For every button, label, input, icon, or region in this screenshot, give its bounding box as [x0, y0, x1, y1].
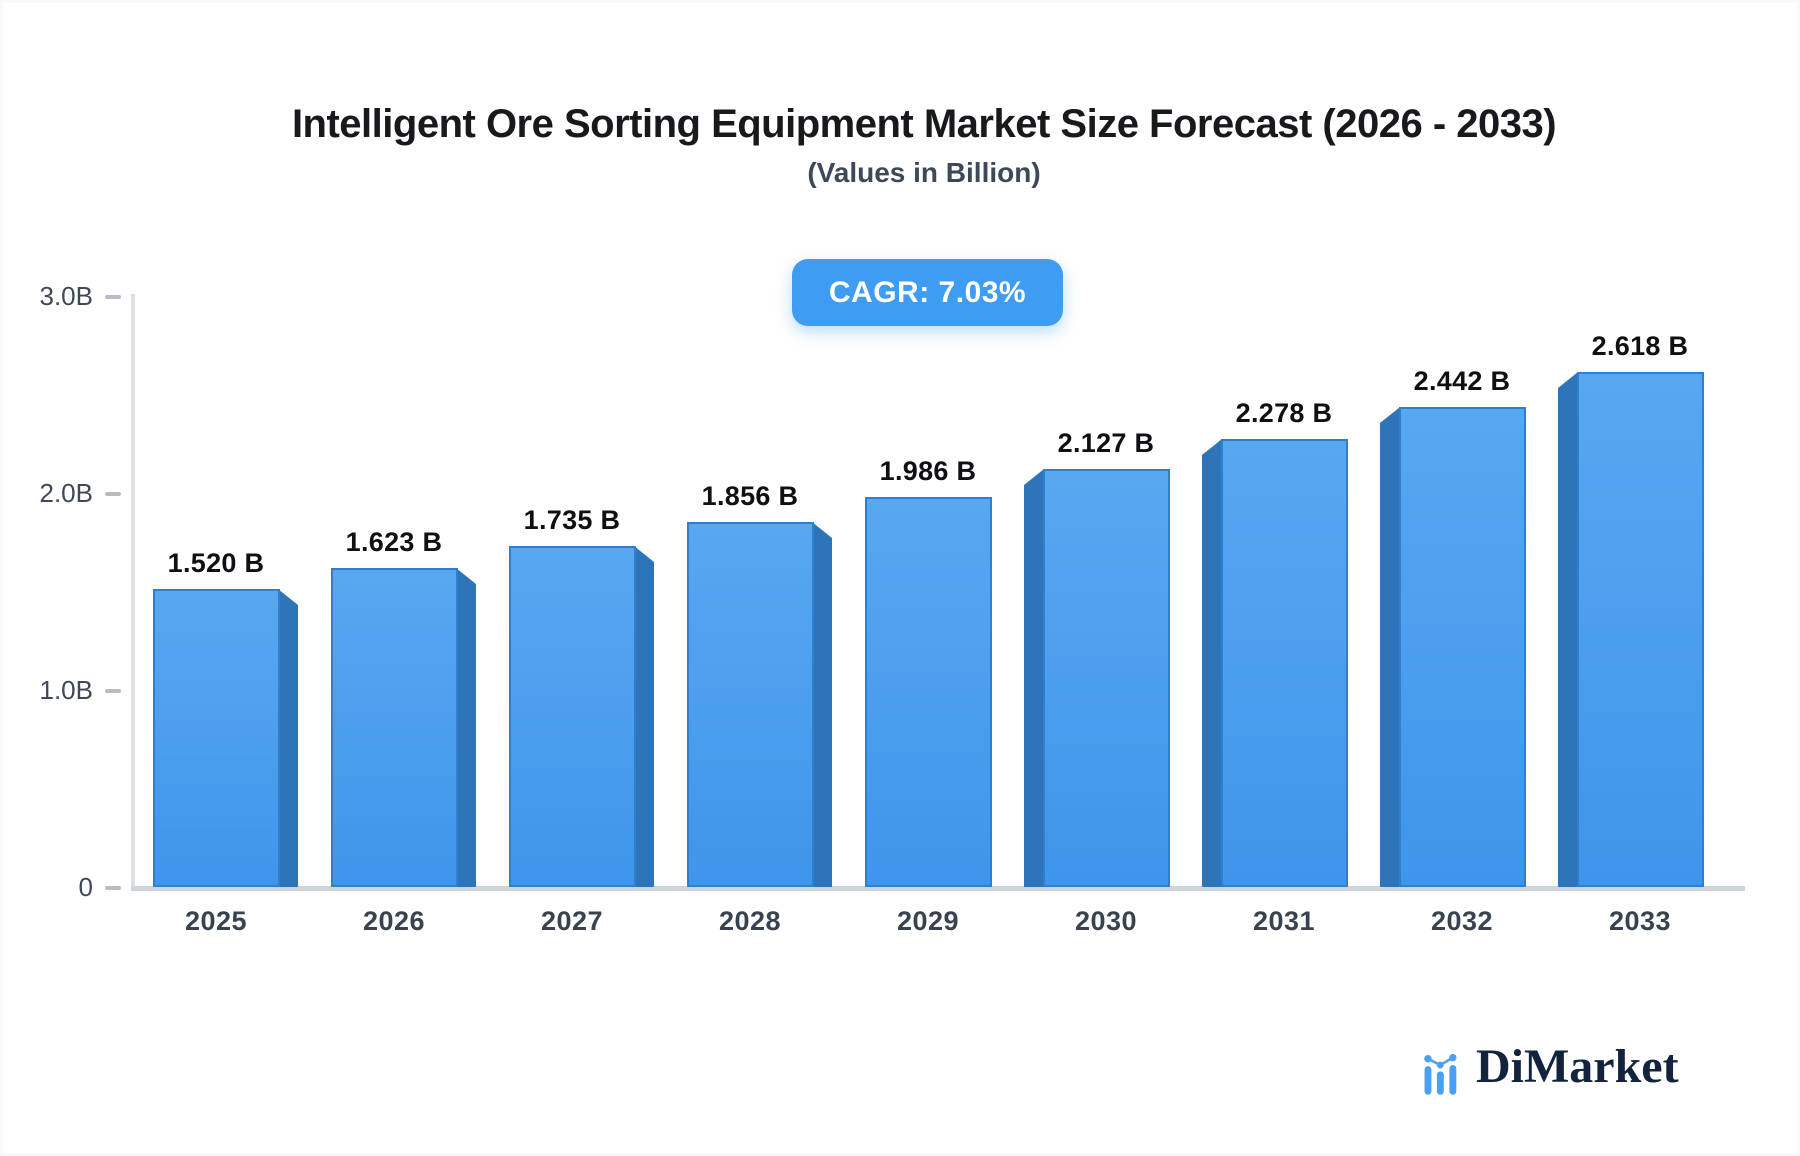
bar-3d-side-2025: [278, 589, 298, 887]
bar-value-label-2031: 2.278 B: [1235, 398, 1333, 428]
dimarket-logo: DiMarket: [1424, 1039, 1679, 1095]
bar-value-label-2033: 2.618 B: [1591, 331, 1689, 361]
bar-value-label-2026: 1.623 B: [345, 527, 443, 557]
y-tick-dash: [105, 295, 121, 299]
bar-value-label-2025: 1.520 B: [167, 548, 265, 578]
x-tick-label-2032: 2032: [1430, 906, 1494, 936]
bar-2031: [1221, 439, 1348, 887]
bar-2028: [687, 522, 814, 887]
bar-chart-logo-icon: [1424, 1053, 1457, 1095]
bar-3d-side-2032: [1380, 407, 1400, 887]
cagr-badge: CAGR: 7.03%: [792, 259, 1063, 326]
y-tick-dash: [105, 689, 121, 693]
x-tick-label-2028: 2028: [718, 906, 782, 936]
bar-2025: [153, 589, 280, 887]
bar-3d-side-2026: [456, 568, 476, 887]
bar-value-label-2028: 1.856 B: [701, 481, 799, 511]
y-tick-label: 0: [78, 872, 93, 902]
y-tick-label: 3.0B: [39, 281, 94, 311]
y-tick-dash: [105, 886, 121, 890]
x-tick-label-2025: 2025: [184, 906, 248, 936]
chart-card: Intelligent Ore Sorting Equipment Market…: [3, 3, 1797, 1153]
bar-2029: [865, 497, 992, 887]
y-tick-label: 1.0B: [39, 675, 94, 705]
x-tick-label-2027: 2027: [540, 906, 604, 936]
chart-title: Intelligent Ore Sorting Equipment Market…: [291, 102, 1557, 146]
y-axis-line: [131, 294, 135, 888]
bar-3d-side-2027: [634, 546, 654, 887]
chart-header: Intelligent Ore Sorting Equipment Market…: [3, 99, 1797, 189]
dimarket-logo-text: DiMarket: [1476, 1040, 1679, 1093]
chart-subtitle: (Values in Billion): [807, 157, 1041, 188]
x-tick-label-2031: 2031: [1252, 906, 1316, 936]
bar-2026: [331, 568, 458, 887]
y-tick-label: 2.0B: [39, 478, 94, 508]
bar-2030: [1043, 469, 1170, 887]
x-tick-label-2030: 2030: [1074, 906, 1138, 936]
bar-3d-side-2030: [1024, 469, 1044, 887]
bar-value-label-2027: 1.735 B: [523, 505, 621, 535]
x-tick-label-2029: 2029: [896, 906, 960, 936]
bar-2027: [509, 546, 636, 887]
x-tick-label-2026: 2026: [362, 906, 426, 936]
x-tick-label-2033: 2033: [1608, 906, 1672, 936]
bar-value-label-2032: 2.442 B: [1413, 366, 1511, 396]
bar-value-label-2029: 1.986 B: [879, 456, 977, 486]
x-axis-line: [131, 886, 1745, 891]
bar-2033: [1577, 372, 1704, 887]
bar-3d-side-2033: [1558, 372, 1578, 887]
bar-value-label-2030: 2.127 B: [1057, 428, 1155, 458]
bar-3d-side-2028: [812, 522, 832, 887]
y-tick-dash: [105, 492, 121, 496]
cagr-badge-label: CAGR: 7.03%: [828, 275, 1027, 309]
bar-3d-side-2031: [1202, 439, 1222, 887]
bar-2032: [1399, 407, 1526, 887]
